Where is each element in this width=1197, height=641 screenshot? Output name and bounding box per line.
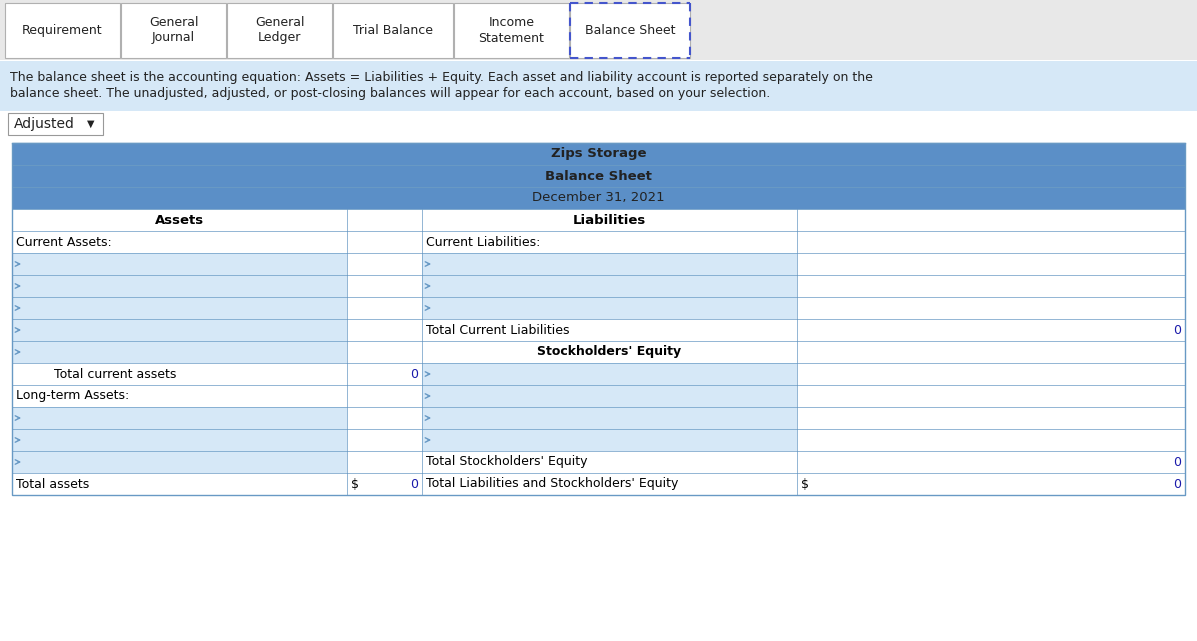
Bar (12, 209, 1185, 231)
Text: Zips Storage: Zips Storage (551, 147, 646, 160)
Text: 0: 0 (1173, 478, 1181, 490)
Text: Requirement: Requirement (23, 24, 103, 37)
Bar (12, 297, 347, 319)
Bar (12, 451, 347, 473)
Bar (12, 165, 1185, 187)
Bar (12, 319, 347, 341)
Text: General
Journal: General Journal (148, 17, 199, 44)
Text: Total Stockholders' Equity: Total Stockholders' Equity (426, 456, 588, 469)
Bar (12, 319, 1185, 341)
Bar (423, 407, 797, 429)
Text: Current Liabilities:: Current Liabilities: (426, 235, 540, 249)
Bar (0, 61, 1197, 111)
Bar (12, 143, 1185, 495)
Text: 0: 0 (1173, 324, 1181, 337)
Text: Total current assets: Total current assets (42, 367, 176, 381)
Bar (12, 297, 1185, 319)
Bar (12, 385, 1185, 407)
Text: balance sheet. The unadjusted, adjusted, or post-closing balances will appear fo: balance sheet. The unadjusted, adjusted,… (10, 87, 770, 100)
Bar (12, 231, 1185, 253)
Bar (0, 0, 1197, 60)
Bar (12, 275, 1185, 297)
Bar (423, 275, 797, 297)
Bar (12, 429, 1185, 451)
Bar (12, 253, 1185, 275)
Bar (570, 3, 689, 58)
Bar (454, 3, 569, 58)
Bar (12, 429, 347, 451)
Text: Current Assets:: Current Assets: (16, 235, 111, 249)
Text: Balance Sheet: Balance Sheet (545, 169, 652, 183)
Bar (333, 3, 452, 58)
Bar (227, 3, 332, 58)
Text: Income
Statement: Income Statement (479, 17, 545, 44)
Text: Adjusted: Adjusted (14, 117, 75, 131)
Text: $: $ (801, 478, 809, 490)
Text: Liabilities: Liabilities (573, 213, 646, 226)
Bar (12, 407, 1185, 429)
Bar (423, 363, 797, 385)
Text: Stockholders' Equity: Stockholders' Equity (537, 345, 681, 358)
Bar (423, 297, 797, 319)
Bar (12, 407, 347, 429)
Text: Long-term Assets:: Long-term Assets: (16, 390, 129, 403)
Bar (121, 3, 226, 58)
Text: 0: 0 (1173, 456, 1181, 469)
Bar (12, 275, 347, 297)
Text: Assets: Assets (154, 213, 203, 226)
Text: $: $ (351, 478, 359, 490)
Text: 0: 0 (411, 478, 418, 490)
Text: Total Current Liabilities: Total Current Liabilities (426, 324, 570, 337)
Bar (12, 341, 1185, 363)
Text: Total Liabilities and Stockholders' Equity: Total Liabilities and Stockholders' Equi… (426, 478, 679, 490)
Text: Balance Sheet: Balance Sheet (585, 24, 675, 37)
Text: December 31, 2021: December 31, 2021 (533, 192, 664, 204)
Bar (8, 113, 103, 135)
Text: General
Ledger: General Ledger (255, 17, 304, 44)
Text: ▼: ▼ (87, 119, 95, 129)
Bar (423, 253, 797, 275)
Bar (12, 143, 1185, 165)
Bar (12, 451, 1185, 473)
Bar (12, 253, 347, 275)
Bar (423, 385, 797, 407)
Bar (5, 3, 120, 58)
Bar (12, 341, 347, 363)
Bar (423, 429, 797, 451)
Bar (12, 473, 1185, 495)
Bar (12, 187, 1185, 209)
Text: Trial Balance: Trial Balance (353, 24, 433, 37)
Text: 0: 0 (411, 367, 418, 381)
Bar (12, 363, 1185, 385)
Text: Total assets: Total assets (16, 478, 90, 490)
Text: The balance sheet is the accounting equation: Assets = Liabilities + Equity. Eac: The balance sheet is the accounting equa… (10, 71, 873, 84)
